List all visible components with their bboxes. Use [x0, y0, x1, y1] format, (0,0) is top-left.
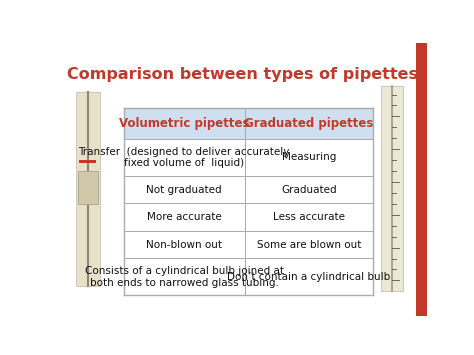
Text: Measuring: Measuring	[282, 152, 336, 162]
Bar	[381, 86, 403, 291]
Text: Not graduated: Not graduated	[146, 185, 222, 195]
Text: Transfer  (designed to deliver accurately
fixed volume of  liquid): Transfer (designed to deliver accurately…	[78, 147, 290, 168]
Text: Comparison between types of pipettes: Comparison between types of pipettes	[67, 67, 419, 82]
Bar	[124, 258, 374, 295]
Text: Non-blown out: Non-blown out	[146, 240, 222, 250]
Bar	[124, 139, 374, 176]
Bar	[80, 160, 96, 163]
Bar	[416, 43, 427, 316]
Bar	[124, 231, 374, 258]
Bar	[76, 92, 100, 286]
Text: More accurate: More accurate	[147, 212, 221, 222]
Text: Graduated pipettes: Graduated pipettes	[244, 117, 374, 130]
Text: Consists of a cylindrical bulb joined at
both ends to narrowed glass tubing.: Consists of a cylindrical bulb joined at…	[85, 266, 283, 288]
Text: Some are blown out: Some are blown out	[257, 240, 361, 250]
Text: Volumetric pipettes: Volumetric pipettes	[119, 117, 249, 130]
Bar	[124, 108, 374, 139]
Text: Don’t contain a cylindrical bulb: Don’t contain a cylindrical bulb	[228, 272, 391, 282]
Text: Less accurate: Less accurate	[273, 212, 345, 222]
Text: Graduated: Graduated	[281, 185, 337, 195]
Bar	[124, 176, 374, 203]
Bar	[124, 203, 374, 231]
Bar	[78, 171, 98, 204]
